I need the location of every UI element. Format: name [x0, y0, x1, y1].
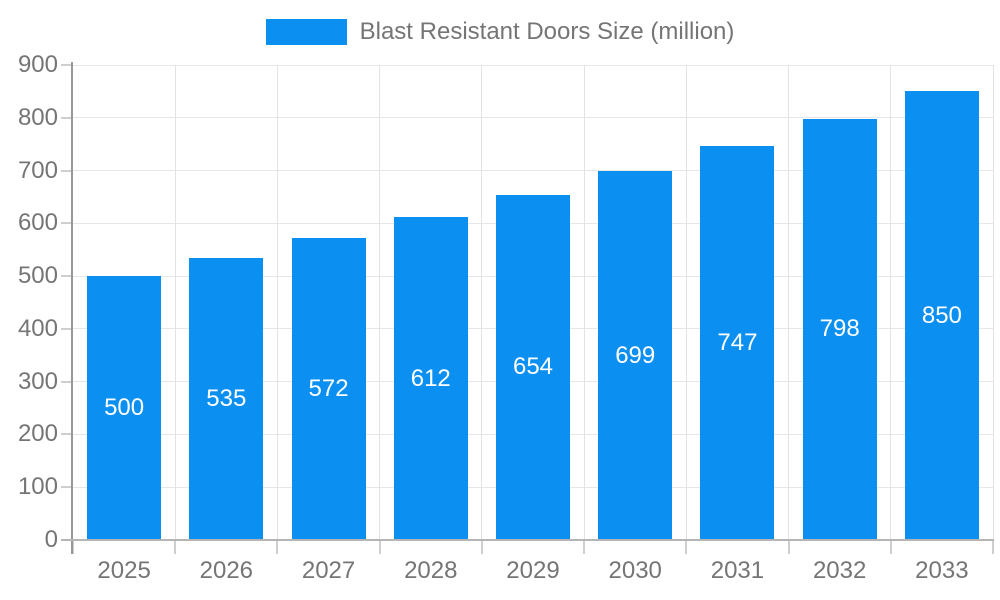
- bar-value-label: 500: [104, 394, 145, 422]
- grid-line-vertical: [685, 65, 687, 540]
- bar-value-label: 798: [819, 315, 860, 343]
- grid-line-vertical: [788, 65, 790, 540]
- grid-line-horizontal: [73, 170, 993, 172]
- grid-line-vertical: [890, 65, 892, 540]
- legend-label: Blast Resistant Doors Size (million): [359, 18, 735, 45]
- y-axis-tick: [61, 433, 73, 436]
- x-tick-label: 2026: [199, 557, 254, 584]
- bar: [700, 145, 775, 540]
- y-tick-label: 900: [17, 51, 58, 78]
- x-axis-tick: [72, 540, 74, 554]
- x-axis-tick: [583, 540, 586, 554]
- bar-value-label: 572: [308, 375, 349, 403]
- bar-value-label: 535: [206, 384, 247, 412]
- x-tick-label: 2031: [710, 557, 765, 584]
- bar: [598, 171, 673, 540]
- y-axis-tick: [61, 380, 73, 383]
- x-tick-label: 2032: [812, 557, 867, 584]
- bar: [291, 238, 366, 540]
- y-tick-label: 500: [17, 262, 58, 290]
- x-axis-tick: [480, 540, 483, 554]
- y-tick-label: 700: [17, 156, 58, 184]
- x-axis-tick: [685, 540, 688, 554]
- bar-value-label: 747: [717, 328, 758, 356]
- bar: [496, 194, 570, 540]
- bar: [904, 91, 979, 540]
- y-axis-line: [71, 62, 73, 554]
- bar: [87, 276, 162, 540]
- x-tick-label: 2028: [404, 557, 458, 584]
- x-axis-line: [61, 539, 994, 541]
- bar: [802, 118, 877, 540]
- y-tick-label: 300: [17, 367, 58, 395]
- y-axis-tick: [61, 116, 73, 119]
- x-tick-label: 2027: [301, 557, 356, 584]
- x-axis-tick: [378, 540, 381, 554]
- x-tick-label: 2025: [97, 557, 151, 584]
- grid-line-vertical: [174, 65, 176, 540]
- grid-line-vertical: [481, 65, 483, 540]
- x-tick-label: 2033: [915, 557, 969, 584]
- bar-value-label: 654: [512, 353, 554, 381]
- y-axis-tick: [61, 275, 73, 278]
- y-axis-tick: [61, 486, 73, 489]
- y-axis-tick: [61, 222, 73, 225]
- x-axis-tick: [276, 540, 279, 554]
- chart-legend[interactable]: Blast Resistant Doors Size (million): [0, 18, 1000, 45]
- x-axis-tick: [174, 540, 177, 554]
- y-tick-label: 400: [17, 314, 58, 342]
- x-tick-label: 2030: [608, 557, 662, 584]
- grid-line-vertical: [379, 65, 381, 540]
- grid-line-horizontal: [73, 64, 993, 66]
- bar: [189, 257, 264, 540]
- x-axis-tick: [889, 540, 892, 554]
- bar-value-label: 699: [615, 341, 656, 369]
- x-tick-label: 2029: [506, 557, 560, 584]
- grid-line-vertical: [583, 65, 585, 540]
- grid-line-horizontal: [73, 117, 993, 119]
- y-axis-tick: [61, 327, 73, 330]
- bar: [393, 217, 468, 540]
- y-tick-label: 800: [17, 103, 58, 131]
- y-tick-label: 0: [44, 526, 58, 553]
- bar-value-label: 612: [410, 364, 451, 392]
- y-axis-tick: [61, 169, 73, 172]
- bar-value-label: 850: [921, 301, 962, 329]
- y-tick-label: 600: [17, 209, 58, 237]
- legend-swatch[interactable]: [265, 18, 347, 45]
- grid-line-vertical: [276, 65, 278, 540]
- x-axis-tick: [992, 540, 994, 554]
- y-tick-label: 200: [17, 420, 58, 448]
- y-axis-tick: [61, 64, 73, 66]
- y-tick-label: 100: [17, 473, 58, 501]
- grid-line-vertical: [992, 65, 994, 540]
- x-axis-tick: [787, 540, 790, 554]
